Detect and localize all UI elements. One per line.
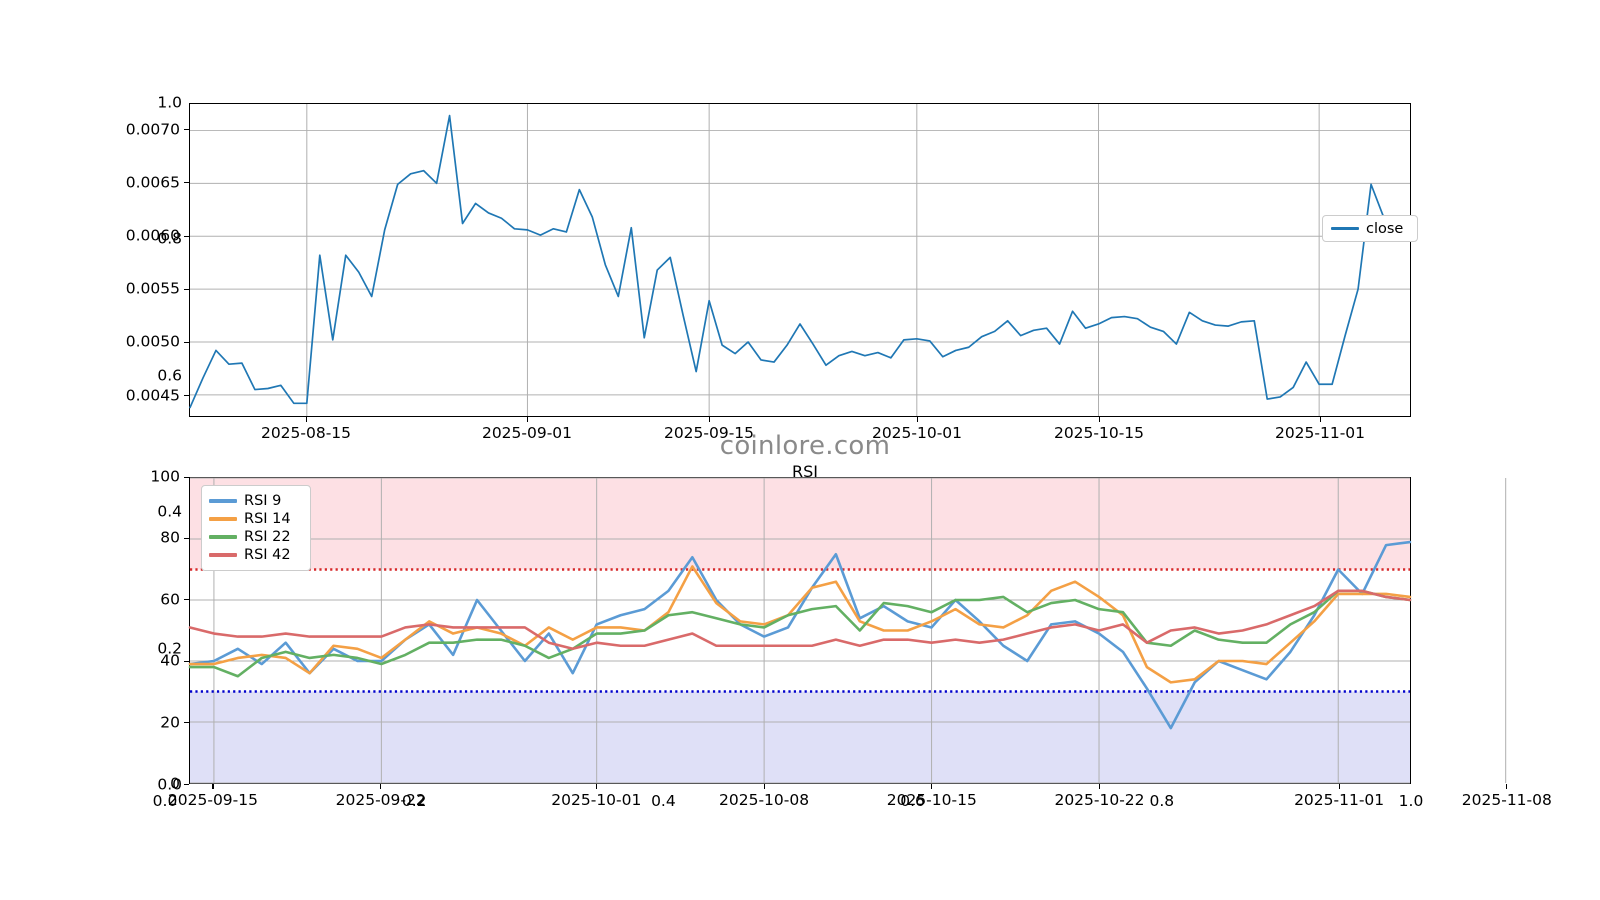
price-xtick-mark [708, 417, 710, 422]
legend-label-rsi-9: RSI 9 [244, 493, 282, 509]
legend-swatch-rsi-22 [209, 535, 237, 539]
rsi-xtick-label: 2025-10-22 [1054, 791, 1145, 809]
price-ytick-label: 0.0065 [125, 173, 180, 192]
rsi-xtick-mark [595, 784, 597, 789]
price-ytick-mark [184, 288, 189, 290]
rsi-ytick-mark [184, 599, 189, 601]
rsi-ytick-label: 40 [160, 651, 180, 670]
rsi-oversold-band [190, 691, 1410, 783]
rsi-legend-item: RSI 9 [209, 492, 303, 510]
rsi-line-rsi-22 [188, 589, 1412, 678]
price-xtick-mark [305, 417, 307, 422]
rsi-legend-item: RSI 14 [209, 510, 303, 528]
rsi-xtick-mark [1338, 784, 1340, 789]
rsi-xtick-mark [212, 784, 214, 789]
price-xtick-label: 2025-10-01 [871, 424, 963, 442]
rsi-legend: RSI 9 RSI 14 RSI 22 RSI 42 [201, 485, 311, 571]
overlay-ytick-label: 0.8 [157, 229, 182, 248]
rsi-ytick-mark [184, 537, 189, 539]
rsi-ytick-label: 60 [160, 590, 180, 609]
rsi-ytick-label: 20 [160, 712, 180, 731]
rsi-overbought-band [190, 478, 1410, 570]
legend-label-rsi-42: RSI 42 [244, 547, 291, 563]
rsi-xtick-mark [763, 784, 765, 789]
price-ytick-label: 0.0060 [125, 226, 180, 245]
legend-label-rsi-22: RSI 22 [244, 529, 291, 545]
overlay-ytick-label: 0.0 [157, 775, 182, 794]
price-ytick-mark [184, 341, 189, 344]
rsi-chart-plot [188, 477, 1507, 784]
overlay-xtick-label: 0.8 [1149, 792, 1175, 810]
price-xtick-label: 2025-10-15 [1053, 424, 1145, 442]
price-xtick-label: 2025-11-01 [1274, 424, 1366, 442]
price-xtick-mark [1098, 417, 1100, 422]
legend-label-close: close [1366, 220, 1404, 237]
price-xtick-label: 2025-09-15 [663, 424, 755, 442]
close-price-line [189, 114, 1411, 409]
rsi-xtick-label: 2025-09-15 [167, 791, 258, 809]
overlay-ytick-label: 0.6 [157, 366, 182, 385]
rsi-xtick-label: 2025-11-08 [1461, 791, 1552, 809]
price-ytick-label: 0.0055 [125, 279, 180, 298]
price-xtick-label: 2025-09-01 [481, 424, 573, 442]
rsi-line-rsi-14 [188, 565, 1412, 684]
legend-swatch-close [1331, 227, 1359, 230]
price-ytick-mark [184, 129, 189, 131]
rsi-chart-panel: RSI 9 RSI 14 RSI 22 RSI 42 [188, 477, 1507, 784]
rsi-ytick-mark [184, 783, 189, 785]
price-legend: close [1322, 215, 1418, 242]
legend-swatch-rsi-14 [209, 517, 237, 521]
price-ytick-mark [184, 395, 189, 397]
rsi-legend-item: RSI 42 [209, 546, 303, 564]
price-ytick-label: 0.0045 [125, 385, 180, 404]
rsi-xtick-label: 2025-11-01 [1294, 791, 1385, 809]
rsi-xtick-mark [1506, 784, 1508, 789]
rsi-xtick-label: 2025-09-22 [335, 791, 426, 809]
price-chart-plot [189, 104, 1411, 416]
price-ytick-label: 0.0070 [125, 119, 180, 138]
rsi-xtick-mark [380, 784, 382, 789]
price-ytick-label: 0.0050 [125, 332, 180, 351]
rsi-ytick-mark [184, 476, 189, 478]
price-xtick-label: 2025-08-15 [260, 424, 352, 442]
rsi-ytick-label: 0 [170, 774, 180, 793]
price-ytick-mark [184, 182, 189, 184]
overlay-ytick-label: 0.2 [157, 638, 182, 657]
legend-swatch-rsi-42 [209, 553, 237, 557]
rsi-xtick-label: 2025-10-15 [886, 791, 977, 809]
price-xtick-mark [1319, 417, 1321, 422]
price-xtick-mark [916, 417, 918, 422]
overlay-xtick-label: 0.6 [900, 792, 925, 810]
overlay-ytick-label: 0.4 [157, 502, 182, 521]
rsi-legend-item: RSI 22 [209, 528, 303, 546]
legend-label-rsi-14: RSI 14 [244, 511, 291, 527]
rsi-ytick-mark [184, 722, 189, 724]
rsi-xtick-label: 2025-10-01 [551, 791, 642, 809]
coinlore-watermark: coinlore.com [719, 431, 891, 461]
legend-swatch-rsi-9 [209, 499, 237, 503]
rsi-ytick-label: 80 [160, 528, 180, 547]
rsi-panel-title: RSI [792, 462, 818, 481]
price-chart-panel: close [189, 103, 1418, 417]
rsi-xtick-label: 2025-10-08 [719, 791, 810, 809]
rsi-ytick-label: 100 [150, 467, 180, 486]
overlay-xtick-label: 0.0 [152, 792, 178, 810]
overlay-xtick-label: 0.4 [651, 792, 676, 810]
overlay-ytick-label: 1.0 [157, 93, 182, 112]
overlay-xtick-label: 1.0 [1398, 792, 1424, 810]
price-ytick-mark [184, 235, 189, 237]
rsi-line-rsi-42 [188, 589, 1412, 651]
rsi-xtick-mark [931, 784, 933, 789]
rsi-xtick-mark [1099, 784, 1101, 789]
rsi-ytick-mark [184, 660, 189, 662]
overlay-xtick-label: 0.2 [401, 792, 427, 810]
price-xtick-mark [526, 417, 528, 422]
